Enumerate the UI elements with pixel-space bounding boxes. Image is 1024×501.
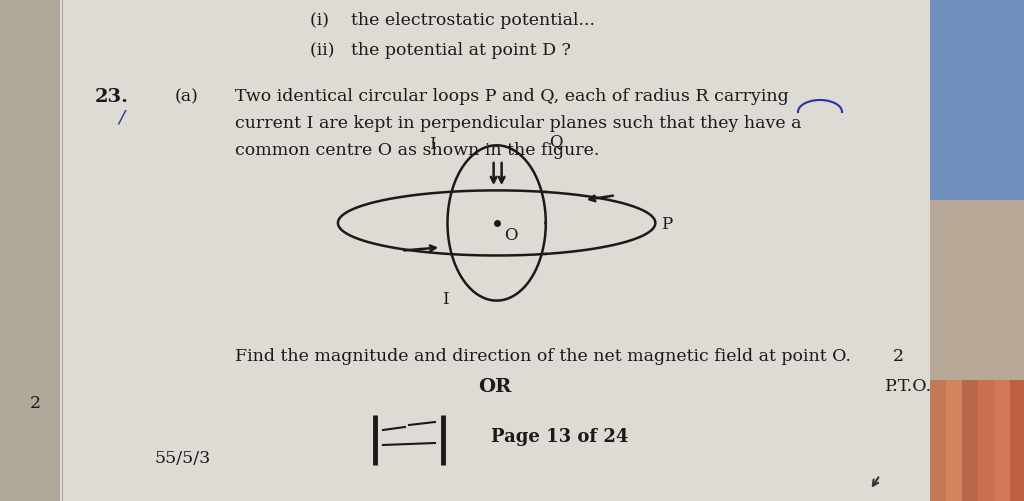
Text: Find the magnitude and direction of the net magnetic field at point O.: Find the magnitude and direction of the … [234,348,851,365]
Text: (i)    the electrostatic potential...: (i) the electrostatic potential... [310,12,595,29]
Text: Q: Q [549,133,562,150]
Bar [994,380,1010,501]
Text: (a): (a) [175,88,199,105]
Bar [60,0,930,501]
Bar [930,0,946,200]
Text: I: I [442,291,449,308]
Text: /: / [118,108,124,126]
Text: P.T.O.: P.T.O. [885,378,932,395]
Bar [930,380,946,501]
Text: 55/5/3: 55/5/3 [155,450,211,467]
Bar [930,0,1024,501]
Text: 2: 2 [893,348,904,365]
Bar [1010,380,1024,501]
Bar [0,0,60,501]
Bar [978,0,994,200]
Bar [946,0,962,200]
Bar [962,0,978,200]
Bar [962,380,978,501]
Bar [994,0,1010,200]
Text: 2: 2 [30,395,41,412]
Text: Page 13 of 24: Page 13 of 24 [492,428,629,446]
Bar [978,380,994,501]
Text: common centre O as shown in the figure.: common centre O as shown in the figure. [234,142,599,159]
Bar [946,380,962,501]
Text: 23.: 23. [95,88,129,106]
Text: current I are kept in perpendicular planes such that they have a: current I are kept in perpendicular plan… [234,115,802,132]
Bar [1010,0,1024,200]
Text: I: I [429,136,435,153]
Text: P: P [662,216,673,233]
Text: OR: OR [478,378,512,396]
Text: O: O [504,227,517,244]
Text: (ii)   the potential at point D ?: (ii) the potential at point D ? [310,42,570,59]
Text: Two identical circular loops P and Q, each of radius R carrying: Two identical circular loops P and Q, ea… [234,88,788,105]
